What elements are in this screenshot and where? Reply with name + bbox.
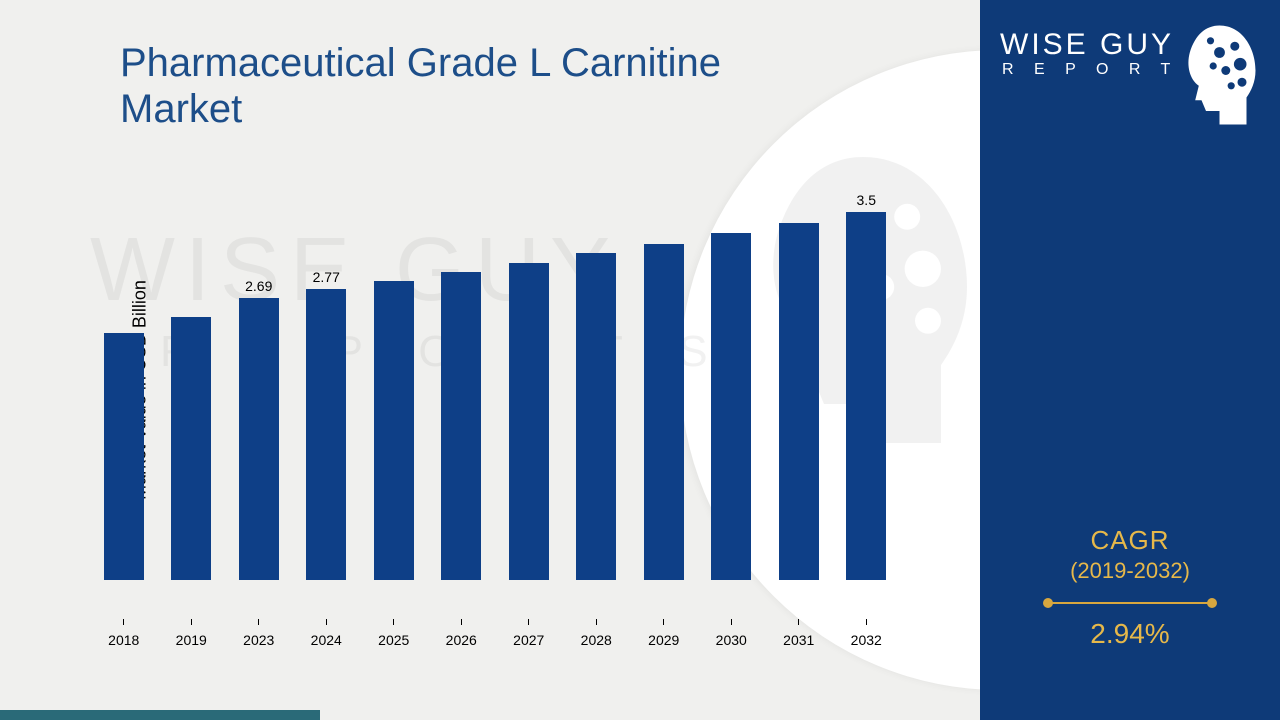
bar-wrap: 2.69 <box>225 298 293 580</box>
x-tick: 2028 <box>563 632 631 648</box>
bar-wrap: 3.5 <box>833 212 901 580</box>
tick-mark <box>630 619 698 625</box>
bar-wrap <box>360 281 428 580</box>
bar-wrap <box>495 263 563 580</box>
bar-value-label: 2.69 <box>245 278 272 294</box>
tick-mark <box>293 619 361 625</box>
bar-value-label: 3.5 <box>857 192 876 208</box>
bar-wrap: 2.77 <box>293 289 361 580</box>
x-tick: 2030 <box>698 632 766 648</box>
chart-title: Pharmaceutical Grade L Carnitine Market <box>120 40 740 132</box>
tick-mark <box>698 619 766 625</box>
chart-canvas: WISE GUY R E P O R T S Pharmaceutical Gr… <box>0 0 1280 720</box>
cagr-value: 2.94% <box>1035 618 1225 650</box>
tick-mark <box>765 619 833 625</box>
bar-wrap <box>158 317 226 580</box>
bar <box>779 223 819 580</box>
chart-area: Market Value in USD Billion 2.692.773.5 … <box>60 160 900 620</box>
tick-mark <box>495 619 563 625</box>
bar-wrap <box>765 223 833 580</box>
tick-mark <box>833 619 901 625</box>
bars-container: 2.692.773.5 <box>90 160 900 580</box>
bar <box>239 298 279 580</box>
tick-mark <box>428 619 496 625</box>
bar <box>846 212 886 580</box>
x-tick: 2026 <box>428 632 496 648</box>
bottom-accent-bar <box>0 710 320 720</box>
x-tick-labels: 2018201920232024202520262027202820292030… <box>90 632 900 648</box>
tick-mark <box>563 619 631 625</box>
bar-wrap <box>630 244 698 580</box>
bar <box>441 272 481 580</box>
bar <box>171 317 211 580</box>
cagr-range: (2019-2032) <box>1035 558 1225 584</box>
x-tick: 2019 <box>158 632 226 648</box>
cagr-divider <box>1045 602 1215 604</box>
x-tick: 2018 <box>90 632 158 648</box>
tick-mark <box>225 619 293 625</box>
bar-wrap <box>90 333 158 580</box>
cagr-callout: CAGR (2019-2032) 2.94% <box>1035 525 1225 650</box>
tick-mark <box>158 619 226 625</box>
x-tick: 2029 <box>630 632 698 648</box>
x-tick: 2027 <box>495 632 563 648</box>
logo-main: WISE GUY <box>1000 28 1174 61</box>
bar <box>104 333 144 580</box>
x-tick: 2023 <box>225 632 293 648</box>
bar-wrap <box>428 272 496 580</box>
x-tick-marks <box>90 619 900 625</box>
bar <box>576 253 616 580</box>
bar <box>306 289 346 580</box>
bar-wrap <box>698 233 766 580</box>
bar <box>509 263 549 580</box>
bar-value-label: 2.77 <box>313 269 340 285</box>
brain-head-icon <box>1170 20 1260 130</box>
bar <box>644 244 684 580</box>
cagr-title: CAGR <box>1035 525 1225 556</box>
x-tick: 2032 <box>833 632 901 648</box>
tick-mark <box>90 619 158 625</box>
plot-area: 2.692.773.5 <box>90 160 900 580</box>
x-tick: 2031 <box>765 632 833 648</box>
x-tick: 2024 <box>293 632 361 648</box>
tick-mark <box>360 619 428 625</box>
bar-wrap <box>563 253 631 580</box>
bar <box>711 233 751 580</box>
bar <box>374 281 414 580</box>
x-tick: 2025 <box>360 632 428 648</box>
